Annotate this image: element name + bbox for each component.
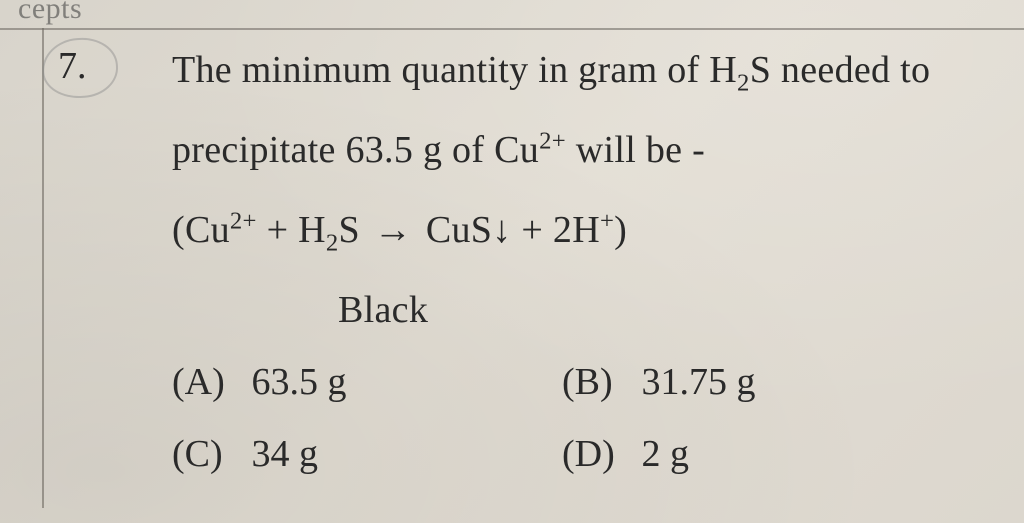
horizontal-rule bbox=[0, 28, 1024, 30]
question-line-2: precipitate 63.5 g of Cu2+ will be - bbox=[172, 128, 705, 172]
question-number-wrap: 7. bbox=[58, 44, 128, 104]
vertical-rule bbox=[42, 28, 44, 508]
eq-plus-2h: + 2H bbox=[512, 209, 600, 251]
question-line-1: The minimum quantity in gram of H2S need… bbox=[172, 48, 930, 92]
eq-h-sup: + bbox=[600, 207, 614, 234]
eq-cus: CuS bbox=[416, 209, 492, 251]
option-label: (B) bbox=[562, 360, 632, 404]
page-edge-fragment: cepts bbox=[18, 0, 82, 26]
text-fragment: precipitate 63.5 g of Cu bbox=[172, 129, 539, 171]
option-label: (D) bbox=[562, 432, 632, 476]
pencil-circle bbox=[40, 35, 120, 100]
option-value: 31.75 g bbox=[642, 361, 756, 403]
black-label: Black bbox=[338, 288, 428, 332]
equation-line: (Cu2+ + H2S → CuS↓ + 2H+) bbox=[172, 208, 627, 252]
right-arrow-icon: → bbox=[370, 208, 416, 252]
option-value: 2 g bbox=[642, 433, 690, 475]
subscript-2: 2 bbox=[737, 70, 750, 97]
options-row-2: (C) 34 g (D) 2 g bbox=[172, 432, 952, 476]
superscript-2plus: 2+ bbox=[539, 127, 566, 154]
option-value: 34 g bbox=[252, 433, 319, 475]
text-fragment: S needed to bbox=[750, 49, 931, 91]
eq-cu-sup: 2+ bbox=[230, 207, 257, 234]
options-grid: (A) 63.5 g (B) 31.75 g (C) 34 g (D) 2 g bbox=[172, 360, 952, 504]
down-arrow-icon: ↓ bbox=[492, 208, 511, 252]
eq-s: S bbox=[339, 209, 370, 251]
option-label: (A) bbox=[172, 360, 242, 404]
text-fragment: will be - bbox=[566, 129, 705, 171]
option-value: 63.5 g bbox=[252, 361, 347, 403]
text-fragment: The minimum quantity in gram of H bbox=[172, 49, 737, 91]
option-b: (B) 31.75 g bbox=[562, 360, 952, 404]
options-row-1: (A) 63.5 g (B) 31.75 g bbox=[172, 360, 952, 404]
eq-open: (Cu bbox=[172, 209, 230, 251]
option-d: (D) 2 g bbox=[562, 432, 952, 476]
option-label: (C) bbox=[172, 432, 242, 476]
page-root: cepts 7. The minimum quantity in gram of… bbox=[0, 0, 1024, 523]
option-c: (C) 34 g bbox=[172, 432, 562, 476]
option-a: (A) 63.5 g bbox=[172, 360, 562, 404]
eq-close: ) bbox=[614, 209, 627, 251]
eq-h2-sub: 2 bbox=[326, 230, 339, 257]
eq-plus-h: + H bbox=[257, 209, 326, 251]
